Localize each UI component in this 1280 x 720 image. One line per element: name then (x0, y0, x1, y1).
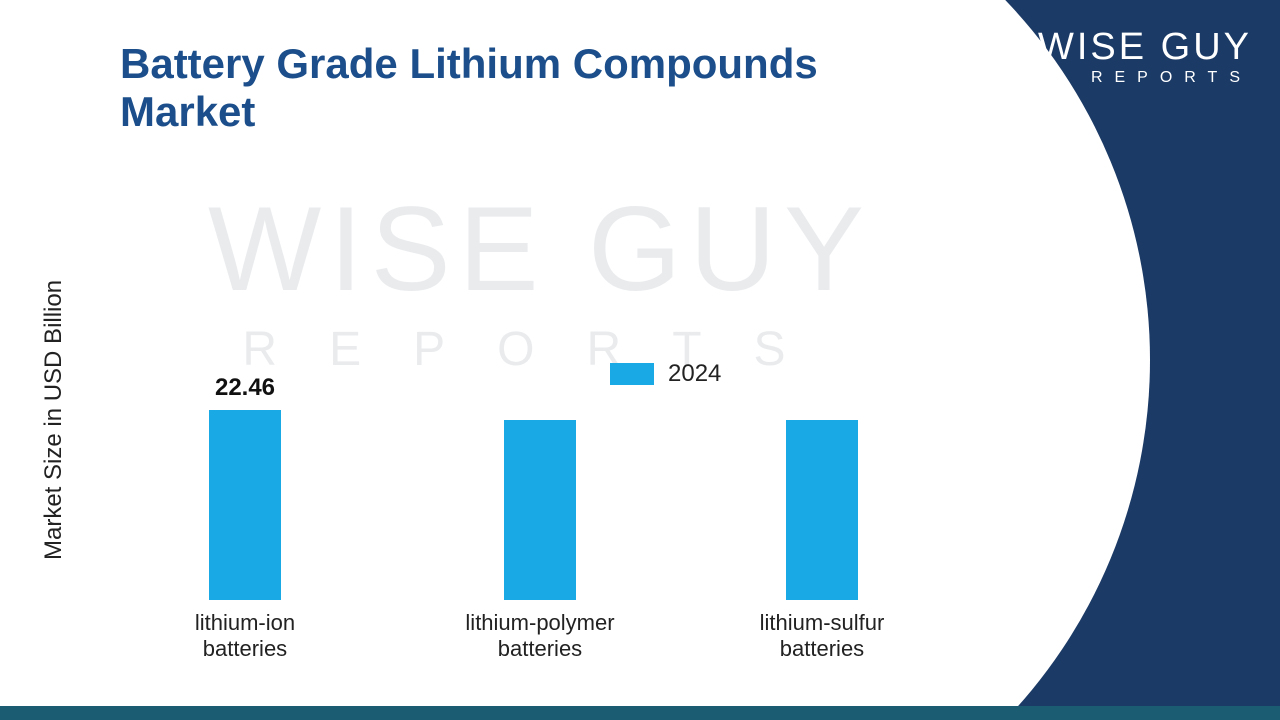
legend-label: 2024 (668, 360, 721, 388)
brand-logo: WISE GUY REPORTS (1038, 28, 1252, 86)
bar-lithium-sulfur (786, 420, 858, 600)
bar-lithium-polymer (504, 420, 576, 600)
legend: 2024 (610, 360, 721, 388)
y-axis-label: Market Size in USD Billion (40, 280, 68, 560)
bar-lithium-ion (209, 410, 281, 600)
chart-canvas: WISE GUY REPORTS Battery Grade Lithium C… (0, 0, 1280, 720)
plot-area: 2024 22.46 lithium-ion batteries lithium… (120, 160, 980, 600)
bar-value-lithium-ion: 22.46 (185, 374, 305, 402)
bar-label-lithium-polymer: lithium-polymer batteries (420, 610, 660, 663)
brand-name: WISE GUY (1038, 28, 1252, 66)
brand-sub: REPORTS (1038, 70, 1252, 86)
bar-label-lithium-ion: lithium-ion batteries (125, 610, 365, 663)
brand-head-icon (950, 20, 1040, 120)
bottom-accent-bar (0, 706, 1280, 720)
bar-label-lithium-sulfur: lithium-sulfur batteries (702, 610, 942, 663)
legend-swatch (610, 363, 654, 385)
chart-title: Battery Grade Lithium Compounds Market (120, 40, 880, 137)
